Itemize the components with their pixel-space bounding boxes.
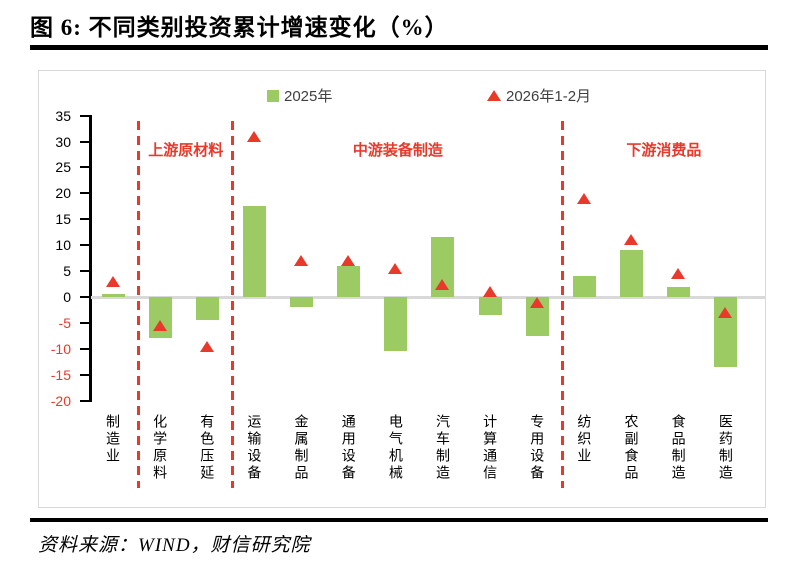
y-tick-mark [80, 192, 89, 195]
marker-triangle-icon [718, 307, 733, 319]
x-category-label: 农副食品 [623, 414, 640, 482]
y-tick-mark [80, 140, 89, 143]
y-tick-label: 15 [55, 211, 71, 228]
marker-triangle-icon [624, 234, 639, 246]
x-category-label: 电气机械 [387, 414, 404, 482]
y-tick-mark [80, 114, 89, 117]
bar-食品制造 [667, 286, 691, 297]
title-divider [30, 45, 768, 50]
group-separator [231, 121, 235, 488]
chart-container: 2025年 2026年1-2月 35 30 25 20 15 10 5 0 -5 -10 -15 -2… [38, 70, 766, 508]
y-tick-label: 10 [55, 237, 71, 254]
bar-电气机械 [384, 297, 408, 352]
bar-有色压延 [195, 297, 219, 321]
bar-农副食品 [620, 250, 644, 297]
legend-item-2025: 2025年 [267, 85, 332, 106]
bar-纺织业 [572, 276, 596, 297]
y-tick-label: -20 [50, 392, 71, 409]
page-title: 图 6: 不同类别投资累计增速变化（%） [30, 15, 449, 40]
x-category-label: 化学原料 [152, 414, 169, 482]
y-tick-label: 0 [63, 289, 71, 305]
y-axis [89, 114, 92, 402]
triangle-swatch-icon [487, 90, 501, 101]
y-tick-label: 5 [63, 263, 71, 280]
x-category-label: 制造业 [105, 414, 121, 465]
marker-triangle-icon [152, 320, 167, 331]
marker-triangle-icon [482, 286, 497, 298]
legend-label-2025: 2025年 [284, 88, 333, 105]
x-category-label: 纺织业 [576, 414, 593, 465]
source-text: 资料来源：WIND，财信研究院 [38, 535, 311, 556]
y-tick-label: -10 [50, 340, 71, 357]
y-tick-label: 25 [55, 159, 71, 176]
marker-triangle-icon [529, 296, 544, 308]
bar-swatch-icon [267, 89, 279, 102]
legend-label-2026: 2026年1-2月 [506, 88, 592, 105]
y-tick-mark [80, 373, 89, 376]
y-tick-mark [80, 296, 89, 298]
y-tick-mark [80, 166, 89, 169]
marker-triangle-icon [435, 278, 450, 290]
footer-divider [30, 518, 768, 522]
bar-计算通信 [478, 297, 502, 316]
legend-item-2026: 2026年1-2月 [487, 85, 591, 106]
y-tick-mark [80, 244, 89, 247]
plot-area: 35 30 25 20 15 10 5 0 -5 -10 -15 -20 上游原材料 中游装备制造 下游消费… [39, 71, 767, 509]
y-tick-label: 35 [55, 107, 71, 124]
x-category-label: 汽车制造 [434, 414, 451, 482]
bar-运输设备 [242, 206, 266, 297]
bar-金属制品 [290, 297, 314, 308]
y-tick-mark [80, 399, 89, 402]
x-category-label: 有色压延 [199, 414, 216, 482]
marker-triangle-icon [671, 268, 686, 280]
x-category-label: 通用设备 [340, 414, 357, 482]
y-tick-label: -15 [50, 366, 71, 383]
bar-通用设备 [337, 265, 361, 297]
y-tick-mark [80, 321, 89, 324]
y-tick-label: 20 [55, 185, 71, 202]
y-tick-mark [80, 218, 89, 221]
y-tick-label: 30 [55, 133, 71, 150]
group-separator [137, 121, 141, 488]
y-tick-label: -5 [58, 314, 71, 331]
group-separator [561, 121, 565, 488]
marker-triangle-icon [105, 275, 120, 287]
x-category-label: 食品制造 [670, 414, 687, 482]
x-category-label: 计算通信 [482, 414, 499, 482]
marker-triangle-icon [576, 193, 591, 205]
group-label-上游原材料: 上游原材料 [148, 142, 224, 159]
marker-triangle-icon [246, 130, 261, 142]
bar-化学原料 [148, 297, 172, 339]
y-tick-mark [80, 270, 89, 273]
marker-triangle-icon [388, 262, 403, 274]
x-category-label: 运输设备 [246, 414, 263, 482]
x-category-label: 专用设备 [529, 414, 546, 482]
marker-triangle-icon [199, 340, 214, 352]
x-category-label: 医药制造 [717, 414, 734, 482]
y-tick-mark [80, 347, 89, 350]
group-label-中游装备制造: 中游装备制造 [352, 142, 443, 159]
marker-triangle-icon [341, 255, 356, 267]
marker-triangle-icon [294, 255, 309, 267]
zero-gridline [91, 295, 765, 299]
x-category-label: 金属制品 [293, 414, 310, 482]
bar-制造业 [101, 294, 125, 297]
group-label-下游消费品: 下游消费品 [626, 142, 702, 159]
